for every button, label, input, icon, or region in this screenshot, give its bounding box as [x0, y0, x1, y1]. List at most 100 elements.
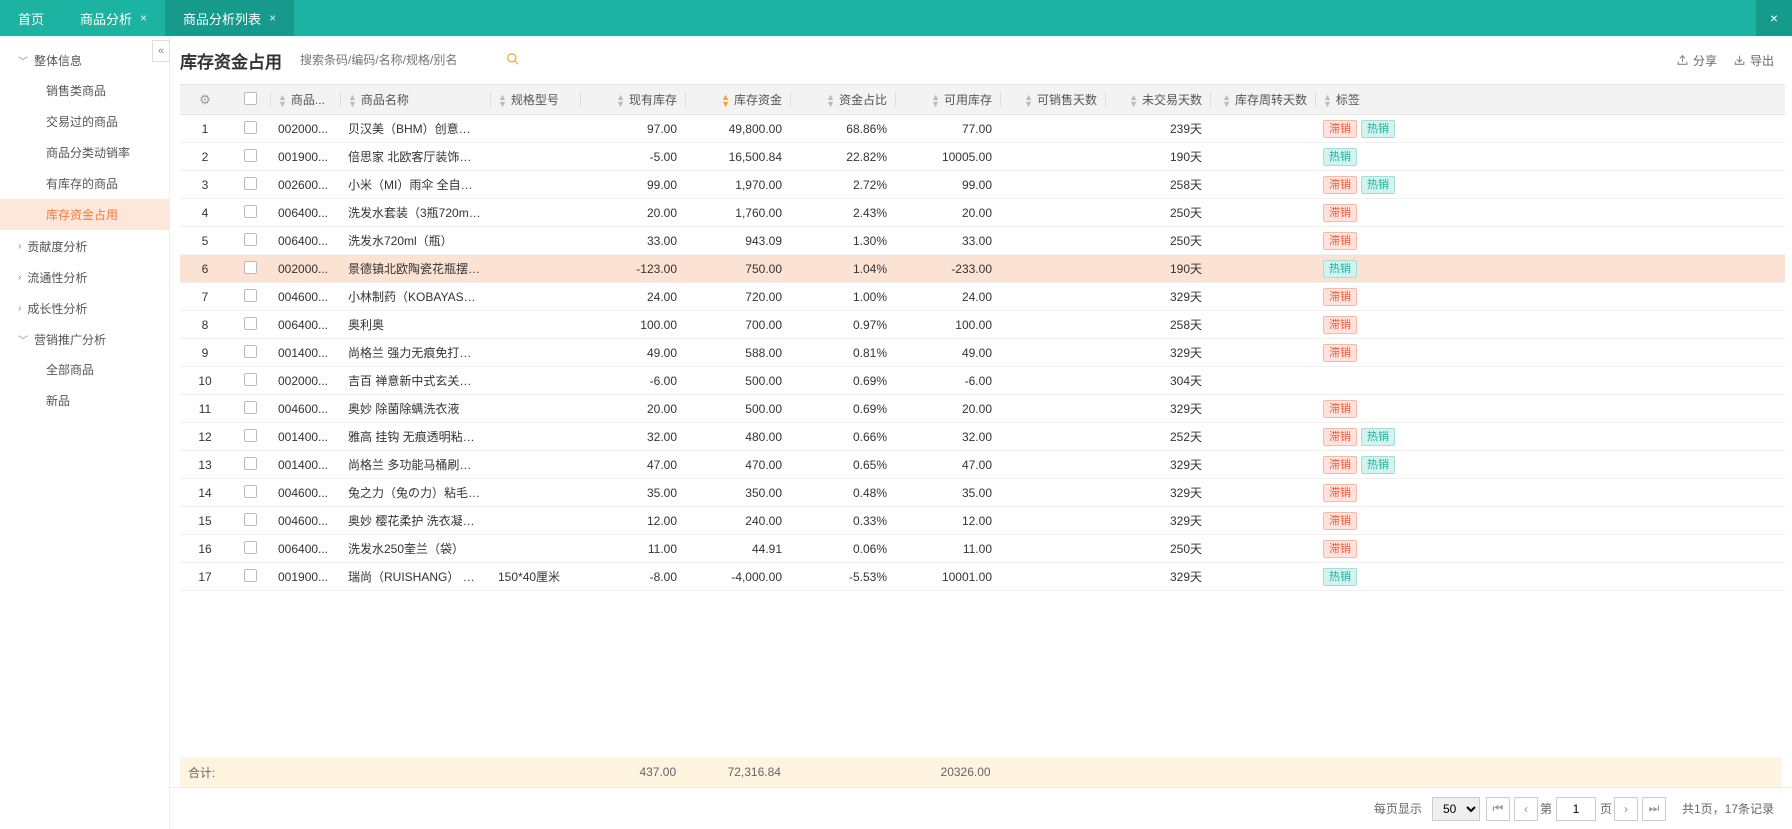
export-button[interactable]: 导出: [1733, 52, 1774, 69]
col-name[interactable]: ▲▼商品名称: [340, 85, 490, 115]
col-saleDays[interactable]: ▲▼可销售天数: [1000, 85, 1105, 115]
cell-ratio: 0.33%: [790, 507, 895, 535]
cell-notrade: 252天: [1105, 423, 1210, 451]
cell-fund: 16,500.84: [685, 143, 790, 171]
row-checkbox[interactable]: [244, 149, 257, 162]
table-row[interactable]: 14004600...兔之力（兔の力）粘毛器粘35.00350.000.48%3…: [180, 479, 1785, 507]
sidebar-item[interactable]: 商品分类动销率: [0, 137, 169, 168]
cell-avail: 11.00: [895, 535, 1000, 563]
col-turnDays[interactable]: ▲▼库存周转天数: [1210, 85, 1315, 115]
sidebar-group[interactable]: ﹀整体信息: [0, 44, 169, 75]
col-noTrade[interactable]: ▲▼未交易天数: [1105, 85, 1210, 115]
sidebar-group[interactable]: ›成长性分析: [0, 292, 169, 323]
table-row[interactable]: 3002600...小米（MI）雨伞 全自动折叠99.001,970.002.7…: [180, 171, 1785, 199]
row-checkbox[interactable]: [244, 205, 257, 218]
cell-code: 001900...: [270, 143, 340, 171]
cell-name: 景德镇北欧陶瓷花瓶摆件 创: [340, 255, 490, 283]
col-fund[interactable]: ▲▼库存资金: [685, 85, 790, 115]
cell-stock: 20.00: [580, 395, 685, 423]
col-code[interactable]: ▲▼商品...: [270, 85, 340, 115]
sidebar-group-label: 营销推广分析: [34, 331, 106, 348]
table-row[interactable]: 2001900...倍思家 北欧客厅装饰画卧室-5.0016,500.8422.…: [180, 143, 1785, 171]
collapse-sidebar-button[interactable]: «: [152, 40, 170, 62]
col-stock[interactable]: ▲▼现有库存: [580, 85, 685, 115]
table-row[interactable]: 15004600...奥妙 樱花柔护 洗衣凝珠 1012.00240.000.3…: [180, 507, 1785, 535]
row-checkbox[interactable]: [244, 373, 257, 386]
sidebar-group[interactable]: ›贡献度分析: [0, 230, 169, 261]
sidebar-group[interactable]: ﹀营销推广分析: [0, 323, 169, 354]
table-row[interactable]: 1002000...贝汉美（BHM）创意北欧现97.0049,800.0068.…: [180, 115, 1785, 143]
table-row[interactable]: 10002000...吉百 禅意新中式玄关摆件客-6.00500.000.69%…: [180, 367, 1785, 395]
table-row[interactable]: 13001400...尚格兰 多功能马桶刷套装 带47.00470.000.65…: [180, 451, 1785, 479]
page-first-button[interactable]: ⏮: [1486, 797, 1510, 821]
page-number-input[interactable]: [1556, 797, 1596, 821]
row-index: 9: [180, 339, 230, 367]
top-tab[interactable]: 商品分析列表×: [165, 0, 294, 36]
row-checkbox[interactable]: [244, 457, 257, 470]
row-checkbox[interactable]: [244, 289, 257, 302]
gear-icon[interactable]: ⚙: [199, 92, 211, 107]
cell-ratio: 2.72%: [790, 171, 895, 199]
row-checkbox[interactable]: [244, 121, 257, 134]
col-tags[interactable]: ▲▼标签: [1315, 85, 1785, 115]
row-checkbox[interactable]: [244, 513, 257, 526]
col-chk[interactable]: [230, 85, 270, 115]
table-row[interactable]: 17001900...瑞尚（RUISHANG） 卧室玄150*40厘米-8.00…: [180, 563, 1785, 591]
cell-stock: 32.00: [580, 423, 685, 451]
top-tab[interactable]: 首页: [0, 0, 62, 36]
row-checkbox[interactable]: [244, 401, 257, 414]
close-icon[interactable]: ×: [269, 11, 276, 25]
share-button[interactable]: 分享: [1676, 52, 1717, 69]
row-checkbox[interactable]: [244, 317, 257, 330]
search-icon[interactable]: [506, 52, 520, 69]
col-avail[interactable]: ▲▼可用库存: [895, 85, 1000, 115]
col-spec[interactable]: ▲▼规格型号: [490, 85, 580, 115]
table-row[interactable]: 12001400...雅高 挂钩 无痕透明粘钩 强32.00480.000.66…: [180, 423, 1785, 451]
tag-badge: 滞销: [1323, 428, 1357, 446]
close-icon[interactable]: ×: [140, 11, 147, 25]
cell-ratio: 0.06%: [790, 535, 895, 563]
row-checkbox[interactable]: [244, 541, 257, 554]
sidebar-item[interactable]: 库存资金占用: [0, 199, 169, 230]
search-input[interactable]: [300, 49, 500, 71]
cell-notrade: 239天: [1105, 115, 1210, 143]
row-checkbox[interactable]: [244, 345, 257, 358]
table-row[interactable]: 16006400...洗发水250奎兰（袋）11.0044.910.06%11.…: [180, 535, 1785, 563]
row-checkbox[interactable]: [244, 429, 257, 442]
page-last-button[interactable]: ⏭: [1642, 797, 1666, 821]
row-checkbox[interactable]: [244, 485, 257, 498]
sidebar-item[interactable]: 交易过的商品: [0, 106, 169, 137]
sidebar-item[interactable]: 销售类商品: [0, 75, 169, 106]
sidebar-group[interactable]: ›流通性分析: [0, 261, 169, 292]
row-checkbox[interactable]: [244, 233, 257, 246]
cell-notrade: 304天: [1105, 367, 1210, 395]
sidebar-item[interactable]: 新品: [0, 385, 169, 416]
page-next-button[interactable]: ›: [1614, 797, 1638, 821]
top-tab[interactable]: 商品分析×: [62, 0, 165, 36]
sidebar-item[interactable]: 全部商品: [0, 354, 169, 385]
table-row[interactable]: 8006400...奥利奥100.00700.000.97%100.00258天…: [180, 311, 1785, 339]
row-checkbox[interactable]: [244, 177, 257, 190]
close-all-tabs-button[interactable]: ×: [1756, 0, 1792, 36]
table-row[interactable]: 4006400...洗发水套装（3瓶720ml+1瓶20.001,760.002…: [180, 199, 1785, 227]
row-checkbox[interactable]: [244, 569, 257, 582]
cell-notrade: 250天: [1105, 227, 1210, 255]
row-checkbox[interactable]: [244, 261, 257, 274]
cell-avail: 24.00: [895, 283, 1000, 311]
table-row[interactable]: 11004600...奥妙 除菌除螨洗衣液20.00500.000.69%20.…: [180, 395, 1785, 423]
cell-notrade: 329天: [1105, 283, 1210, 311]
col-idx[interactable]: ⚙: [180, 85, 230, 115]
per-page-select[interactable]: 50: [1432, 797, 1480, 821]
table-row[interactable]: 6002000...景德镇北欧陶瓷花瓶摆件 创-123.00750.001.04…: [180, 255, 1785, 283]
col-ratio[interactable]: ▲▼资金占比: [790, 85, 895, 115]
table-row[interactable]: 5006400...洗发水720ml（瓶）33.00943.091.30%33.…: [180, 227, 1785, 255]
pagination-bar: 每页显示 50 ⏮ ‹ 第 页 › ⏭ 共1页，17条记录: [170, 787, 1792, 829]
table-row[interactable]: 9001400...尚格兰 强力无痕免打孔浴室49.00588.000.81%4…: [180, 339, 1785, 367]
page-prev-button[interactable]: ‹: [1514, 797, 1538, 821]
sidebar-item[interactable]: 有库存的商品: [0, 168, 169, 199]
table-row[interactable]: 7004600...小林制药（KOBAYASHI）日24.00720.001.0…: [180, 283, 1785, 311]
cell-name: 雅高 挂钩 无痕透明粘钩 强: [340, 423, 490, 451]
cell-avail: 47.00: [895, 451, 1000, 479]
select-all-checkbox[interactable]: [244, 92, 257, 105]
cell-avail: 100.00: [895, 311, 1000, 339]
